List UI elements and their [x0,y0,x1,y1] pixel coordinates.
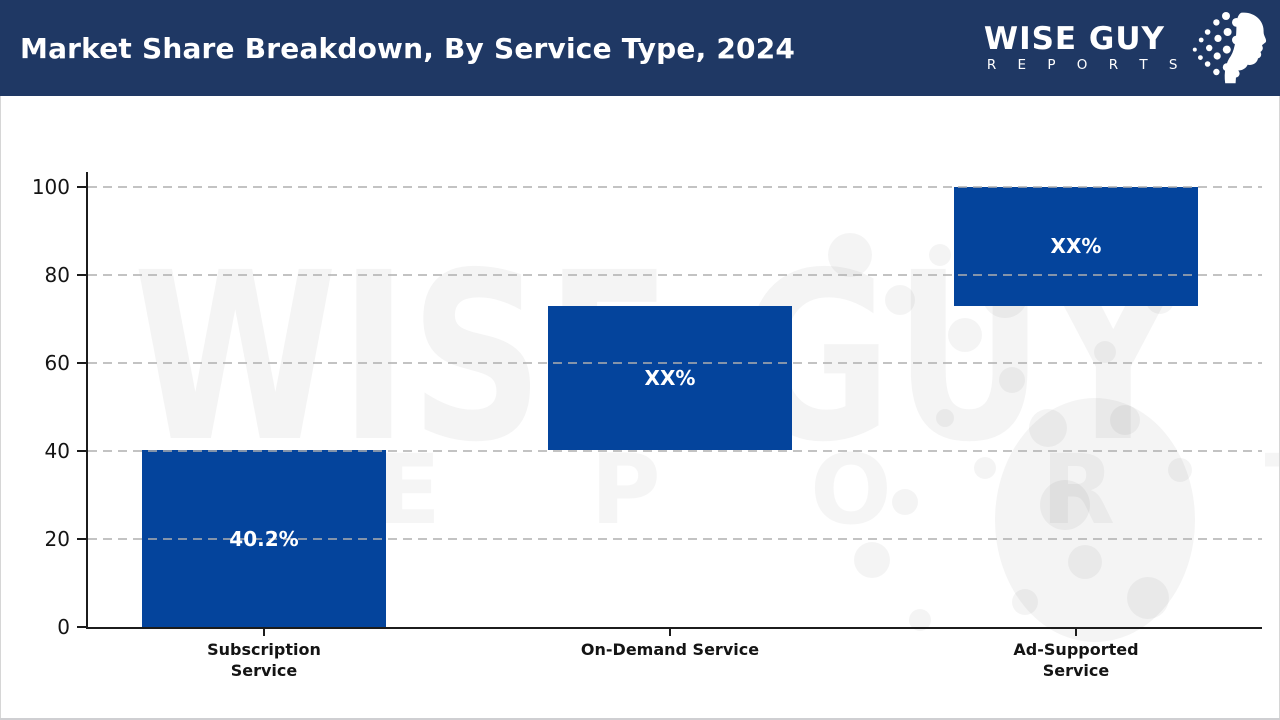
header-bar: Market Share Breakdown, By Service Type,… [0,0,1280,96]
y-tick-label: 0 [57,615,70,639]
gridline [88,362,1262,364]
y-tick-mark [77,186,86,188]
y-tick-label: 20 [44,527,70,551]
logo-head-icon [1192,12,1267,84]
gridline [88,274,1262,276]
bar-value-label: XX% [1050,234,1102,259]
x-axis-label: On-Demand Service [580,640,760,659]
y-axis-line [86,172,88,629]
logo-text: WISE GUY R E P O R T S [984,22,1186,74]
y-tick-mark [77,626,86,628]
y-tick-mark [77,362,86,364]
bar-segment [548,305,792,451]
x-tick-mark [669,629,671,636]
y-tick-mark [77,450,86,452]
x-tick-mark [263,629,265,636]
y-tick-label: 80 [44,263,70,287]
logo-wordmark: WISE GUY [983,21,1165,57]
x-axis-label: Ad-Supported Service [1013,640,1139,680]
frame-edge-left [0,96,1,720]
logo-subtitle: R E P O R T S [986,57,1186,73]
y-tick-label: 40 [44,439,70,463]
page-title: Market Share Breakdown, By Service Type,… [20,31,796,65]
bar-value-label: 40.2% [229,526,299,551]
gridline [88,538,1262,540]
wise-guy-reports-logo: WISE GUY R E P O R T S [984,6,1280,90]
y-tick-label: 100 [31,175,70,199]
x-tick-mark [1075,629,1077,636]
y-tick-mark [77,538,86,540]
x-axis-line [86,627,1262,629]
frame-edge-bottom [0,718,1280,720]
y-tick-label: 60 [44,351,70,375]
x-axis-label: Subscription Service [207,640,321,680]
gridline [88,186,1262,188]
y-tick-mark [77,274,86,276]
bar-value-label: XX% [644,365,696,390]
bar-segment [954,187,1198,306]
gridline [88,450,1262,452]
